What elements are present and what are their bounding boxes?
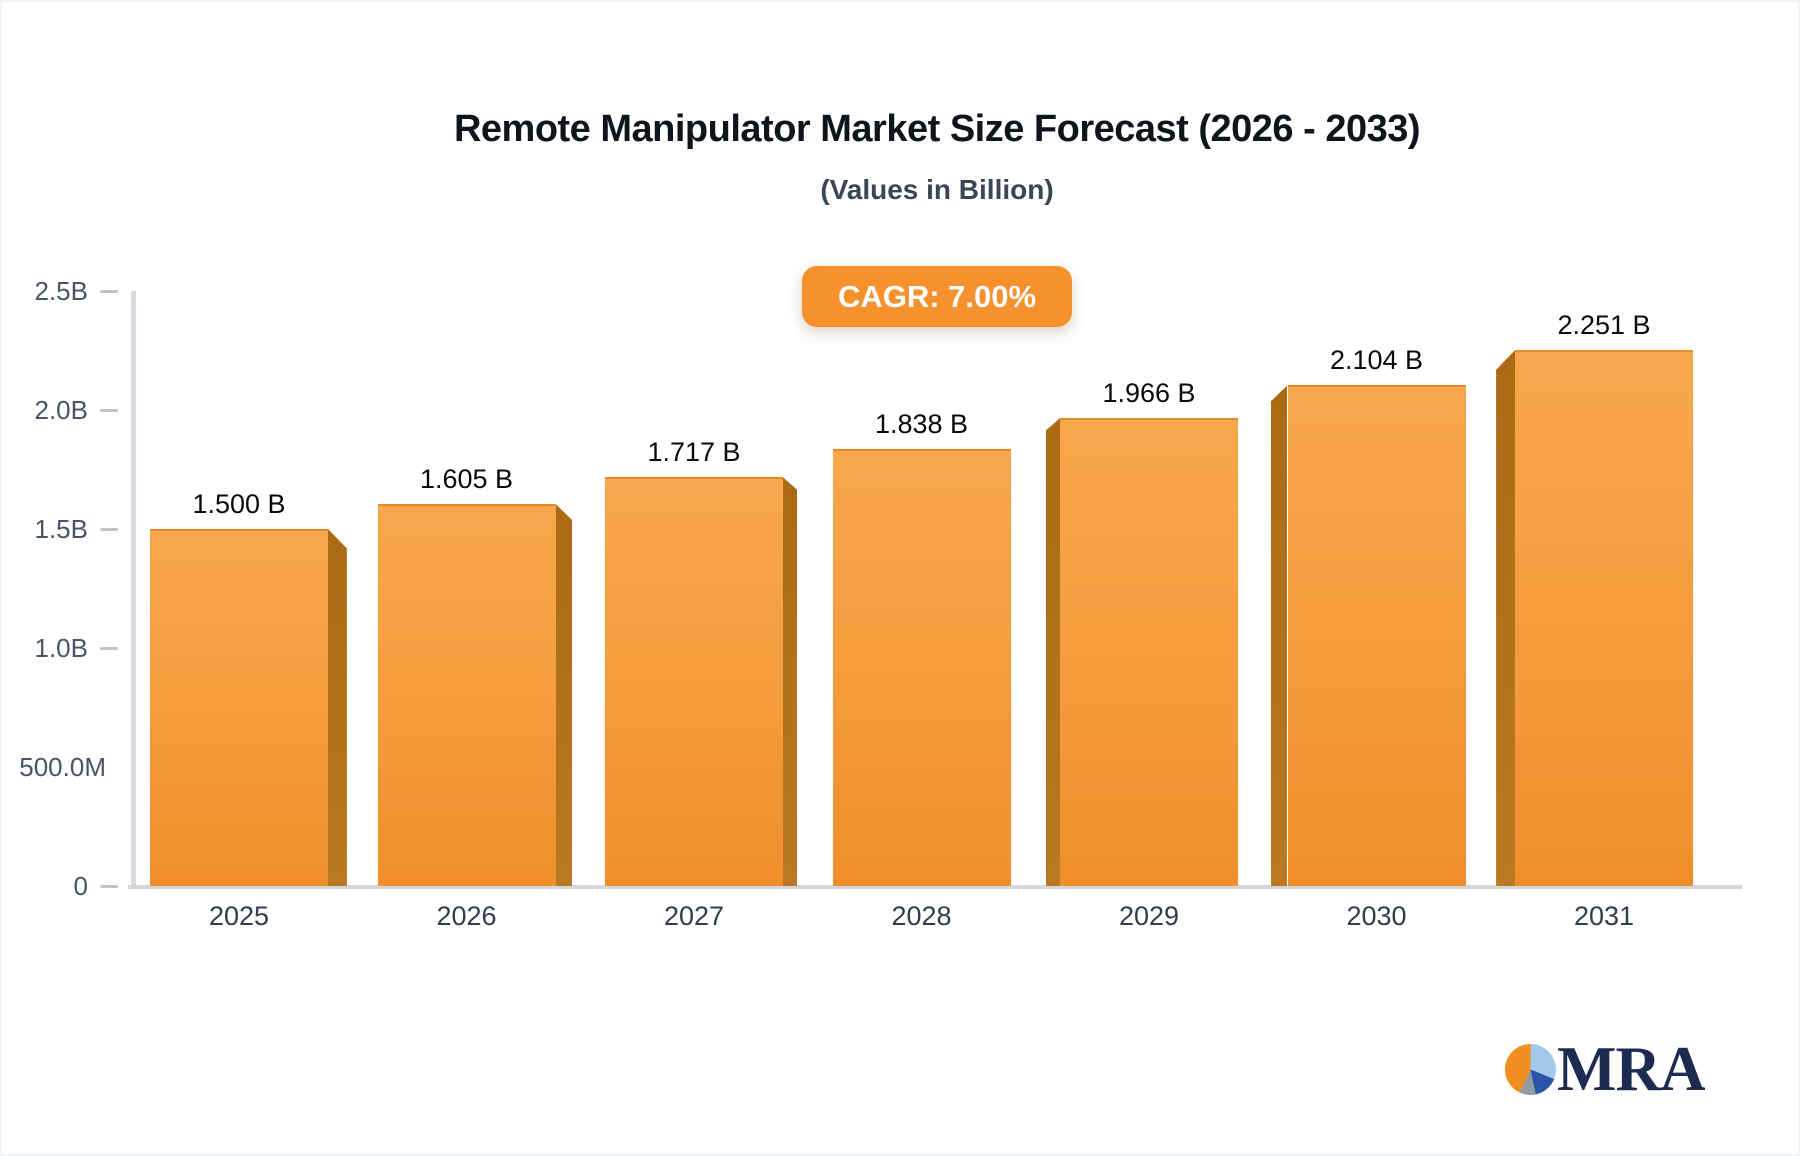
y-tick-label: 1.0B (34, 633, 89, 663)
bar (832, 448, 1011, 886)
bar-value-label: 1.500 B (192, 489, 286, 519)
y-tick-label: 500.0M (19, 752, 106, 782)
x-axis-label: 2031 (1573, 901, 1635, 931)
y-tick-label: 2.0B (34, 395, 89, 425)
x-axis-label: 2026 (436, 901, 497, 931)
bar-side-shadow (555, 504, 573, 886)
bar (605, 477, 783, 886)
brand-logo: MRA (1505, 1033, 1705, 1104)
cagr-badge: CAGR: 7.00% (802, 266, 1072, 327)
bar-side-shadow (1045, 418, 1060, 886)
bar-side-shadow (1496, 350, 1515, 886)
bar (1060, 418, 1238, 886)
x-axis-label: 2027 (663, 901, 725, 931)
bar-value-label: 2.104 B (1329, 345, 1424, 376)
bar-value-label: 1.838 B (874, 408, 969, 439)
chart-title: Remote Manipulator Market Size Forecast … (453, 108, 1421, 150)
bar (377, 504, 556, 886)
y-tick-dash (100, 885, 118, 888)
x-axis-label: 2029 (1118, 901, 1180, 931)
x-axis-label: 2030 (1346, 901, 1407, 931)
y-tick-label: 0 (73, 871, 88, 901)
bar-value-label: 1.717 B (647, 437, 741, 468)
x-axis-label: 2028 (891, 901, 952, 931)
y-tick-label: 1.5B (34, 514, 89, 544)
y-tick-dash (100, 290, 118, 293)
logo-pie-icon (1505, 1043, 1556, 1095)
bar-side-shadow (783, 477, 798, 886)
bar-value-label: 1.966 B (1102, 378, 1196, 409)
y-tick-dash (100, 528, 118, 531)
bar (1287, 385, 1466, 886)
bar-side-shadow (1270, 385, 1288, 886)
bar-value-label: 1.605 B (419, 464, 514, 494)
bar-value-label: 2.251 B (1557, 310, 1651, 341)
chart-subtitle: (Values in Billion) (820, 174, 1054, 205)
logo-wordmark: MRA (1557, 1033, 1705, 1104)
bar (150, 529, 328, 886)
y-tick-dash (100, 409, 118, 412)
x-axis-line (128, 885, 1742, 889)
y-tick-dash (100, 647, 118, 650)
bar-side-shadow (328, 529, 347, 886)
bar (1515, 350, 1693, 886)
y-tick-label: 2.5B (34, 276, 89, 306)
y-axis-line (131, 291, 136, 889)
cagr-badge-label: CAGR: 7.00% (837, 279, 1037, 314)
x-axis-label: 2025 (208, 901, 270, 931)
